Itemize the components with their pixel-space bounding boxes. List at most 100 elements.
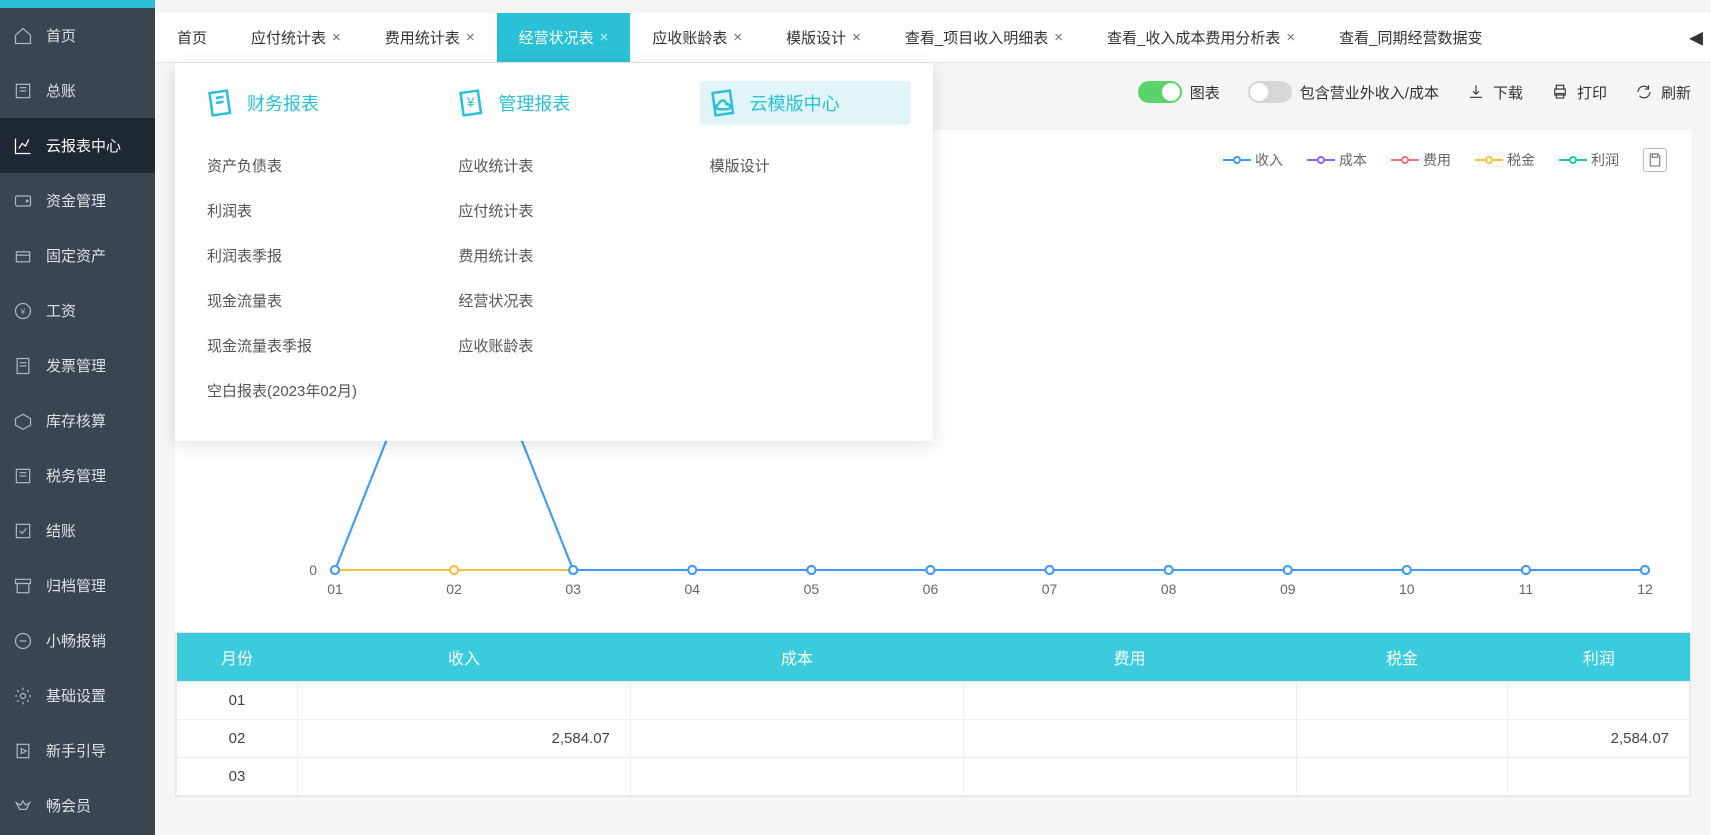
table-cell <box>1296 720 1508 758</box>
megamenu-link[interactable]: 费用统计表 <box>448 233 659 278</box>
sidebar: 首页总账云报表中心资金管理固定资产¥工资发票管理库存核算税务管理结账归档管理小畅… <box>0 0 155 835</box>
refresh-button[interactable]: 刷新 <box>1635 82 1691 103</box>
megamenu-link[interactable]: 利润表季报 <box>197 233 408 278</box>
tab-close-icon[interactable]: × <box>1286 29 1295 46</box>
salary-icon: ¥ <box>12 300 34 322</box>
megamenu-head[interactable]: ¥管理报表 <box>448 81 659 125</box>
guide-icon <box>12 740 34 762</box>
tab-label: 应收账龄表 <box>652 27 727 48</box>
tab-close-icon[interactable]: × <box>600 29 609 46</box>
sidebar-item-label: 首页 <box>46 25 76 46</box>
table-cell <box>298 682 631 720</box>
tab-label: 查看_同期经营数据变 <box>1339 27 1482 48</box>
sidebar-item-vip[interactable]: 畅会员 <box>0 778 155 833</box>
svg-text:¥: ¥ <box>466 95 475 110</box>
tab[interactable]: 查看_项目收入明细表× <box>883 13 1085 62</box>
tab[interactable]: 费用统计表× <box>363 13 497 62</box>
megamenu-link[interactable]: 应付统计表 <box>448 188 659 233</box>
table-cell: 2,584.07 <box>1508 720 1690 758</box>
sidebar-item-gear[interactable]: 基础设置 <box>0 668 155 723</box>
sidebar-item-stock[interactable]: 库存核算 <box>0 393 155 448</box>
archive-icon <box>12 575 34 597</box>
sidebar-item-chart[interactable]: 云报表中心 <box>0 118 155 173</box>
sidebar-item-label: 基础设置 <box>46 685 106 706</box>
tab[interactable]: 查看_收入成本费用分析表× <box>1085 13 1317 62</box>
table-cell: 01 <box>177 682 298 720</box>
download-label: 下载 <box>1493 82 1523 103</box>
table-cell <box>1296 758 1508 796</box>
tab[interactable]: 查看_同期经营数据变 <box>1317 13 1504 62</box>
megamenu-head-title: 财务报表 <box>247 90 319 116</box>
tab-close-icon[interactable]: × <box>332 29 341 46</box>
chart-toggle-label: 图表 <box>1190 82 1220 103</box>
megamenu-link[interactable]: 现金流量表季报 <box>197 323 408 368</box>
megamenu-link[interactable]: 现金流量表 <box>197 278 408 323</box>
tab[interactable]: 模版设计 × <box>764 13 883 62</box>
megamenu-head[interactable]: 财务报表 <box>197 81 408 125</box>
sidebar-item-guide[interactable]: 新手引导 <box>0 723 155 778</box>
chart-toggle-switch[interactable] <box>1138 81 1182 103</box>
megamenu-link[interactable]: 应收账龄表 <box>448 323 659 368</box>
tab-close-icon[interactable]: × <box>466 29 475 46</box>
tab[interactable]: 经营状况表× <box>497 13 631 62</box>
sidebar-item-label: 归档管理 <box>46 575 106 596</box>
tab-close-icon[interactable]: × <box>852 29 861 46</box>
megamenu-link[interactable]: 经营状况表 <box>448 278 659 323</box>
svg-text:08: 08 <box>1161 581 1177 597</box>
sidebar-item-reimburse[interactable]: 小畅报销 <box>0 613 155 668</box>
svg-text:¥: ¥ <box>20 306 26 316</box>
megamenu-link[interactable]: 应收统计表 <box>448 143 659 188</box>
megamenu-link[interactable]: 空白报表(2023年02月) <box>197 368 408 413</box>
table-cell <box>1508 682 1690 720</box>
download-button[interactable]: 下载 <box>1467 82 1523 103</box>
include-toggle-switch[interactable] <box>1248 81 1292 103</box>
sidebar-item-tax[interactable]: 税务管理 <box>0 448 155 503</box>
include-toggle-label: 包含营业外收入/成本 <box>1300 82 1439 103</box>
sidebar-item-invoice[interactable]: 发票管理 <box>0 338 155 393</box>
table-cell <box>630 720 963 758</box>
tab[interactable]: 应付统计表× <box>229 13 363 62</box>
svg-text:01: 01 <box>327 581 343 597</box>
table-header: 利润 <box>1508 633 1690 682</box>
table-cell: 02 <box>177 720 298 758</box>
tab[interactable]: 首页 <box>155 13 229 62</box>
table-row: 01 <box>177 682 1690 720</box>
sidebar-item-wallet[interactable]: 资金管理 <box>0 173 155 228</box>
table-cell <box>963 720 1296 758</box>
table-row: 03 <box>177 758 1690 796</box>
svg-text:09: 09 <box>1280 581 1296 597</box>
table-row: 022,584.072,584.07 <box>177 720 1690 758</box>
sidebar-item-label: 总账 <box>46 80 76 101</box>
chart-toggle[interactable]: 图表 <box>1138 81 1220 103</box>
sidebar-item-salary[interactable]: ¥工资 <box>0 283 155 338</box>
print-button[interactable]: 打印 <box>1551 82 1607 103</box>
sidebar-item-home[interactable]: 首页 <box>0 8 155 63</box>
megamenu-link[interactable]: 模版设计 <box>700 143 911 188</box>
sidebar-item-archive[interactable]: 归档管理 <box>0 558 155 613</box>
svg-text:11: 11 <box>1519 581 1534 597</box>
sidebar-item-label: 发票管理 <box>46 355 106 376</box>
megamenu-head[interactable]: 云模版中心 <box>700 81 911 125</box>
sidebar-item-asset[interactable]: 固定资产 <box>0 228 155 283</box>
table-cell <box>963 758 1296 796</box>
sidebar-item-label: 云报表中心 <box>46 135 121 156</box>
tabs-scroll-right-icon[interactable]: ◀ <box>1689 27 1703 48</box>
home-icon <box>12 25 34 47</box>
svg-text:07: 07 <box>1042 581 1058 597</box>
svg-text:12: 12 <box>1637 581 1653 597</box>
tab-close-icon[interactable]: × <box>733 29 742 46</box>
table-cell <box>1508 758 1690 796</box>
sidebar-item-label: 畅会员 <box>46 795 91 816</box>
tab[interactable]: 应收账龄表 × <box>630 13 764 62</box>
tab-label: 模版设计 <box>786 27 846 48</box>
sidebar-item-ledger[interactable]: 总账 <box>0 63 155 118</box>
megamenu-link[interactable]: 利润表 <box>197 188 408 233</box>
svg-text:04: 04 <box>684 581 700 597</box>
table-cell <box>963 682 1296 720</box>
tab-close-icon[interactable]: × <box>1054 29 1063 46</box>
report-category-icon <box>205 87 237 119</box>
megamenu-link[interactable]: 资产负债表 <box>197 143 408 188</box>
include-toggle[interactable]: 包含营业外收入/成本 <box>1248 81 1439 103</box>
sidebar-item-close[interactable]: 结账 <box>0 503 155 558</box>
tab-label: 首页 <box>177 27 207 48</box>
